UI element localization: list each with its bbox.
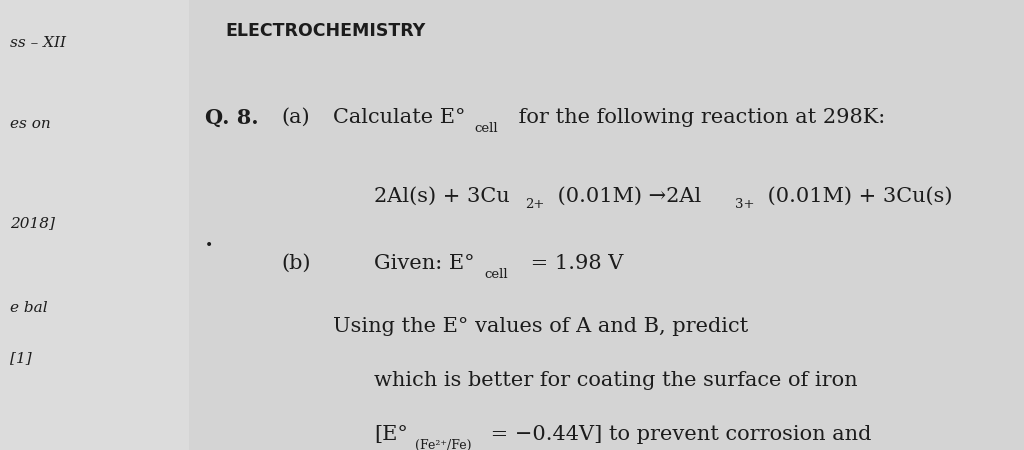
Text: = 1.98 V: = 1.98 V <box>524 254 624 273</box>
Text: 2+: 2+ <box>525 198 545 211</box>
Text: •: • <box>205 238 213 252</box>
Text: (b): (b) <box>282 254 311 273</box>
Text: (0.01M) + 3Cu(s): (0.01M) + 3Cu(s) <box>761 187 952 206</box>
Text: ss – XII: ss – XII <box>10 36 67 50</box>
Text: cell: cell <box>474 122 498 135</box>
Text: e bal: e bal <box>10 302 48 315</box>
Text: 2Al(s) + 3Cu: 2Al(s) + 3Cu <box>374 187 509 206</box>
Text: [E°: [E° <box>374 425 408 444</box>
Text: [1]: [1] <box>10 351 32 365</box>
Text: 2018]: 2018] <box>10 216 55 230</box>
FancyBboxPatch shape <box>189 0 1024 450</box>
Text: (a): (a) <box>282 108 310 127</box>
Text: (Fe²⁺/Fe): (Fe²⁺/Fe) <box>415 439 471 450</box>
Text: for the following reaction at 298K:: for the following reaction at 298K: <box>512 108 886 127</box>
Text: Calculate E°: Calculate E° <box>333 108 465 127</box>
Text: = −0.44V] to prevent corrosion and: = −0.44V] to prevent corrosion and <box>484 425 871 444</box>
Text: Using the E° values of A and B, predict: Using the E° values of A and B, predict <box>333 317 749 336</box>
Text: cell: cell <box>484 268 508 281</box>
Text: es on: es on <box>10 117 51 131</box>
Text: 3+: 3+ <box>735 198 755 211</box>
FancyBboxPatch shape <box>0 0 189 450</box>
Text: (0.01M) →2Al: (0.01M) →2Al <box>551 187 701 206</box>
Text: ELECTROCHEMISTRY: ELECTROCHEMISTRY <box>225 22 426 40</box>
Text: which is better for coating the surface of iron: which is better for coating the surface … <box>374 371 857 390</box>
Text: Given: E°: Given: E° <box>374 254 474 273</box>
Text: Q. 8.: Q. 8. <box>205 108 258 128</box>
